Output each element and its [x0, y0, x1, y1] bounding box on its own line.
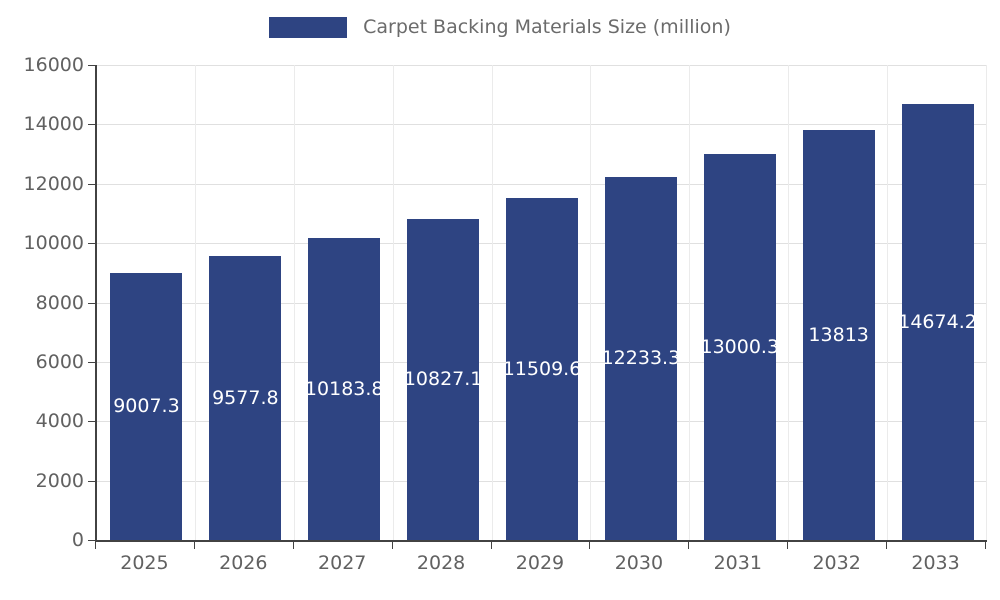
bar: 9577.8: [209, 255, 282, 540]
gridline-vertical: [392, 65, 394, 540]
gridline-vertical: [194, 65, 196, 540]
y-axis-tick-mark: [88, 540, 95, 541]
gridline-vertical: [590, 65, 592, 540]
x-axis-tick-mark: [292, 542, 294, 549]
x-axis-tick-mark: [985, 542, 986, 549]
x-axis-tick-label: 2025: [120, 552, 169, 574]
y-axis-tick-mark: [88, 65, 95, 66]
bar: 13000.3: [703, 154, 776, 540]
bar-value-label: 9577.8: [212, 386, 279, 409]
x-axis-tick-label: 2028: [416, 552, 466, 574]
bar: 12233.3: [604, 176, 677, 540]
bar-value-label: 13813: [808, 323, 869, 346]
bar: 14674.2: [901, 104, 974, 540]
y-axis-tick-label: 10000: [23, 232, 84, 255]
y-axis-tick-label: 4000: [35, 410, 84, 433]
gridline-horizontal: [97, 183, 987, 185]
x-axis-tick-mark: [886, 542, 888, 549]
x-axis-tick-label: 2029: [515, 552, 565, 574]
gridline-vertical: [887, 65, 889, 540]
x-axis-tick-label: 2033: [911, 552, 960, 574]
x-axis-tick-label: 2027: [318, 552, 367, 574]
y-axis-tick-label: 2000: [35, 469, 84, 492]
x-axis-tick-label: 2032: [812, 552, 861, 574]
y-axis-tick-label: 6000: [35, 350, 84, 373]
bar: 10183.8: [308, 237, 381, 540]
x-axis-tick-mark: [95, 542, 96, 549]
bar: 9007.3: [110, 272, 183, 540]
y-axis-tick-mark: [88, 361, 95, 363]
y-axis-tick-label: 14000: [23, 113, 84, 136]
bar-value-label: 13000.3: [703, 336, 776, 359]
bar-value-label: 10183.8: [308, 377, 381, 400]
gridline-vertical: [491, 65, 493, 540]
legend-label: Carpet Backing Materials Size (million): [363, 16, 731, 38]
x-axis-tick-mark: [490, 542, 492, 549]
gridline-horizontal: [97, 65, 987, 66]
x-axis-tick-mark: [688, 542, 690, 549]
bar: 10827.1: [407, 218, 480, 540]
legend-swatch-icon: [269, 16, 348, 38]
y-axis-tick-mark: [88, 124, 95, 126]
y-axis-tick-mark: [88, 421, 95, 423]
y-axis-tick-label: 12000: [23, 172, 84, 195]
bar: 13813: [802, 129, 875, 540]
x-axis-tick-mark: [589, 542, 591, 549]
bar: 11509.6: [506, 198, 578, 540]
x-axis-tick-label: 2026: [219, 552, 268, 574]
y-axis-tick-label: 0: [71, 529, 84, 551]
y-axis-tick-mark: [88, 243, 95, 245]
x-axis-tick-label: 2030: [614, 552, 664, 574]
bar-value-label: 12233.3: [604, 347, 677, 370]
y-axis-tick-mark: [88, 183, 95, 185]
legend[interactable]: Carpet Backing Materials Size (million): [0, 16, 1000, 38]
gridline-vertical: [788, 65, 790, 540]
gridline-vertical: [986, 65, 987, 540]
x-axis-tick-mark: [787, 542, 789, 549]
y-axis-tick-label: 16000: [23, 54, 84, 76]
bar-value-label: 10827.1: [407, 368, 480, 391]
gridline-vertical: [689, 65, 691, 540]
x-axis-tick-mark: [193, 542, 195, 549]
y-axis-tick-label: 8000: [35, 291, 84, 314]
bar-value-label: 14674.2: [901, 311, 974, 334]
x-axis-tick-label: 2031: [713, 552, 762, 574]
y-axis-tick-mark: [88, 480, 95, 482]
gridline-horizontal: [97, 124, 987, 126]
plot-area: 9007.3 9577.8 10183.8 10827.1 11509.6 12233.3…: [95, 65, 987, 542]
gridline-vertical: [293, 65, 295, 540]
bar-value-label: 9007.3: [113, 395, 180, 418]
bar-value-label: 11509.6: [506, 358, 578, 381]
x-axis-tick-mark: [391, 542, 393, 549]
y-axis-tick-mark: [88, 302, 95, 304]
